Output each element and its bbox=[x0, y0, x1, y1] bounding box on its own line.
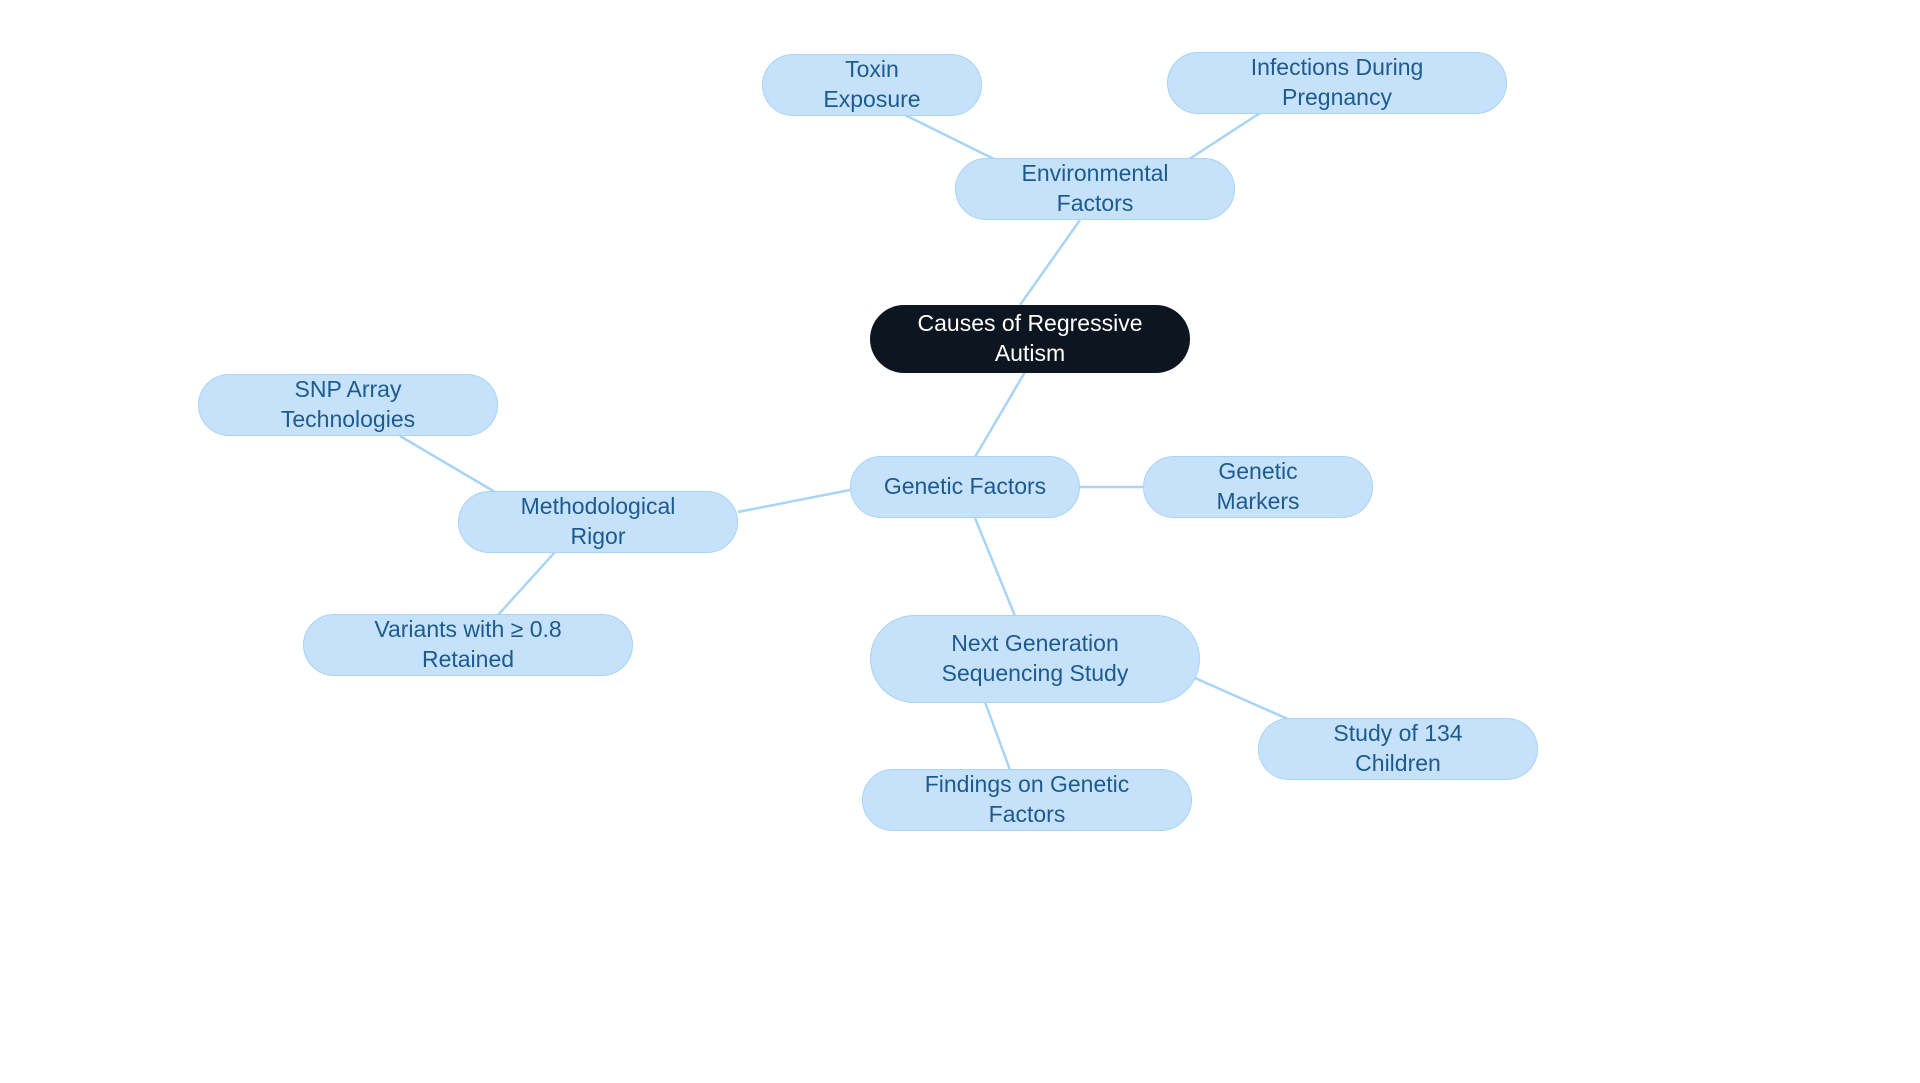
edge bbox=[400, 436, 500, 495]
node-variants[interactable]: Variants with ≥ 0.8 Retained bbox=[303, 614, 633, 676]
edge bbox=[738, 490, 850, 512]
edge bbox=[905, 115, 1000, 162]
edge bbox=[1195, 678, 1290, 720]
node-study134[interactable]: Study of 134 Children bbox=[1258, 718, 1538, 780]
node-markers[interactable]: Genetic Markers bbox=[1143, 456, 1373, 518]
edge-layer bbox=[0, 0, 1920, 1083]
node-env[interactable]: Environmental Factors bbox=[955, 158, 1235, 220]
node-snp[interactable]: SNP Array Technologies bbox=[198, 374, 498, 436]
edge bbox=[498, 552, 555, 615]
node-ngs[interactable]: Next Generation Sequencing Study bbox=[870, 615, 1200, 703]
edge bbox=[1020, 220, 1080, 305]
node-toxin[interactable]: Toxin Exposure bbox=[762, 54, 982, 116]
node-infections[interactable]: Infections During Pregnancy bbox=[1167, 52, 1507, 114]
node-genetic[interactable]: Genetic Factors bbox=[850, 456, 1080, 518]
edge bbox=[975, 372, 1025, 457]
node-root[interactable]: Causes of Regressive Autism bbox=[870, 305, 1190, 373]
edge bbox=[985, 702, 1010, 770]
node-findings[interactable]: Findings on Genetic Factors bbox=[862, 769, 1192, 831]
edge bbox=[975, 518, 1015, 616]
node-method[interactable]: Methodological Rigor bbox=[458, 491, 738, 553]
